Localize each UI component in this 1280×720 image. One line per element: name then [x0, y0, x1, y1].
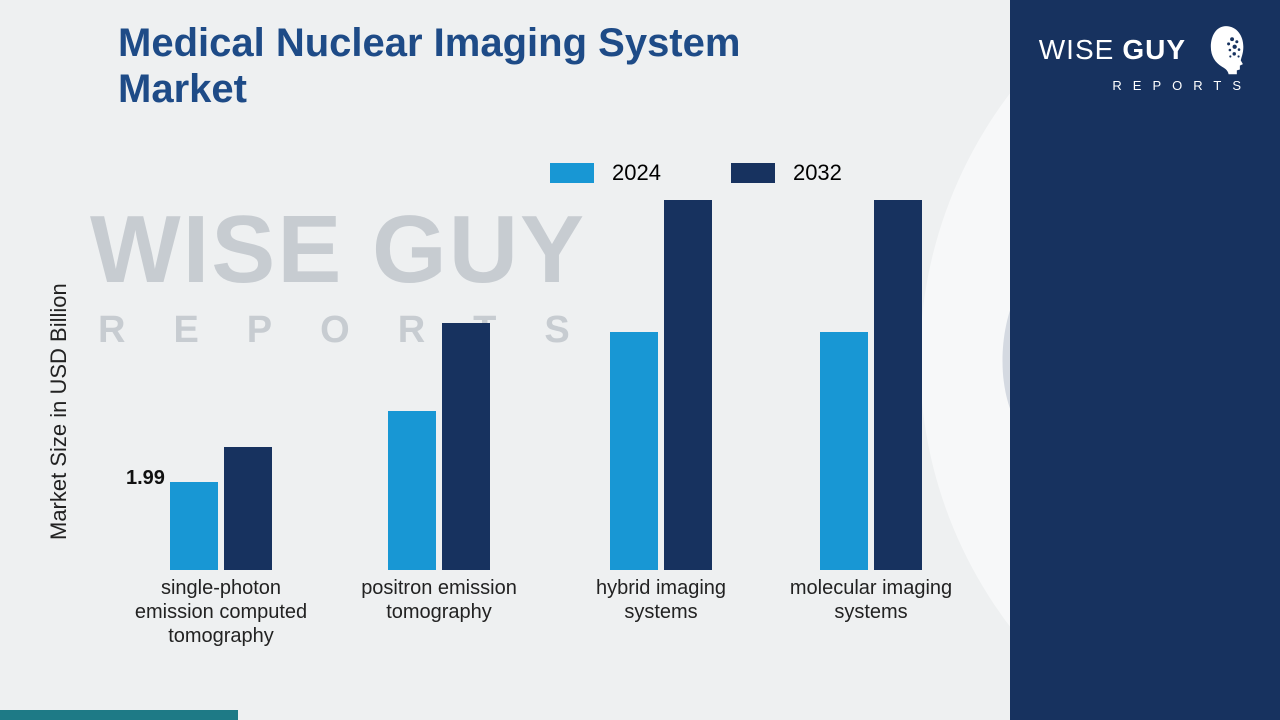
bar	[442, 323, 490, 570]
chart-title: Medical Nuclear Imaging System Market	[118, 20, 818, 112]
brand-name-2: GUY	[1122, 34, 1186, 66]
brand-panel	[1010, 0, 1280, 720]
x-axis-label: single-photon emission computed tomograp…	[131, 576, 311, 648]
bar	[610, 332, 658, 570]
x-axis-label: hybrid imaging systems	[571, 576, 751, 624]
x-axis-label: positron emission tomography	[349, 576, 529, 624]
legend-item: 2024	[550, 160, 661, 186]
x-axis-label: molecular imaging systems	[781, 576, 961, 624]
brand-logo: WISE GUY REPORTS	[1039, 24, 1252, 93]
accent-strip	[0, 710, 238, 720]
brand-sub: REPORTS	[1039, 78, 1252, 93]
bar	[224, 447, 272, 570]
legend-label: 2032	[793, 160, 842, 186]
brand-head-icon	[1200, 24, 1252, 76]
data-label: 1.99	[126, 467, 165, 490]
bar	[664, 200, 712, 570]
legend-item: 2032	[731, 160, 842, 186]
brand-name-1: WISE	[1039, 34, 1115, 66]
legend-swatch	[550, 163, 594, 183]
bar-group	[610, 200, 712, 570]
bar-group	[820, 200, 922, 570]
chart-area: 1.99	[120, 200, 980, 570]
bar	[170, 482, 218, 570]
bar-group	[388, 323, 490, 570]
legend-swatch	[731, 163, 775, 183]
y-axis-label: Market Size in USD Billion	[46, 283, 72, 540]
legend: 2024 2032	[550, 160, 842, 186]
legend-label: 2024	[612, 160, 661, 186]
bar	[874, 200, 922, 570]
bar	[388, 411, 436, 570]
bar	[820, 332, 868, 570]
bar-group	[170, 447, 272, 570]
plot-area: 1.99	[120, 200, 980, 570]
stage: WISE GUY REPORTS WISE GUY REPORTS	[0, 0, 1280, 720]
